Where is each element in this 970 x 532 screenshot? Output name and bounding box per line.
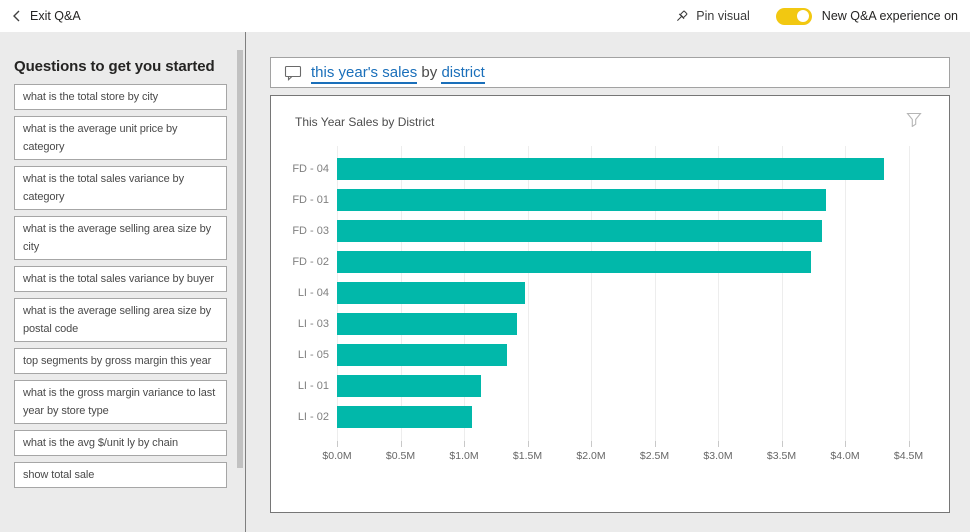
sidebar-scrollbar[interactable] — [237, 50, 243, 468]
y-axis-label: FD - 03 — [292, 225, 329, 237]
y-axis-label: LI - 03 — [297, 318, 329, 330]
question-suggestion[interactable]: what is the total sales variance by cate… — [14, 166, 227, 210]
chart-title: This Year Sales by District — [295, 115, 435, 129]
x-axis-tick — [400, 441, 402, 447]
exit-qna-label: Exit Q&A — [30, 9, 81, 23]
exit-qna-button[interactable]: Exit Q&A — [12, 9, 81, 23]
y-axis-label: LI - 02 — [297, 411, 329, 423]
bar-LI - 05[interactable] — [337, 344, 507, 366]
x-axis-tick-label: $0.0M — [322, 450, 352, 462]
x-axis-tick-label: $0.5M — [385, 450, 416, 462]
filter-icon[interactable] — [906, 112, 922, 127]
toggle-label: New Q&A experience on — [821, 9, 958, 23]
y-axis-label: LI - 04 — [297, 287, 329, 299]
x-axis-tick — [464, 441, 465, 447]
gridline — [654, 146, 656, 441]
x-axis-tick-label: $4.5M — [893, 450, 924, 462]
gridline — [591, 146, 592, 441]
sidebar-divider — [245, 32, 246, 532]
x-axis-tick — [591, 441, 592, 447]
bar-LI - 01[interactable] — [337, 375, 481, 397]
pin-visual-label: Pin visual — [696, 9, 750, 23]
x-axis-tick-label: $3.0M — [703, 450, 733, 462]
bar-LI - 03[interactable] — [337, 313, 517, 335]
gridline — [781, 146, 783, 441]
bar-LI - 02[interactable] — [337, 406, 472, 428]
x-axis-tick — [527, 441, 529, 447]
plot-area — [337, 146, 945, 441]
pin-visual-button[interactable]: Pin visual — [674, 9, 750, 24]
question-text: this year's sales by district — [311, 64, 485, 84]
bar-FD - 02[interactable] — [337, 251, 811, 273]
question-suggestion[interactable]: what is the average selling area size by… — [14, 216, 227, 260]
speech-bubble-icon — [284, 64, 302, 81]
recognized-term[interactable]: this year's sales — [311, 64, 418, 84]
qna-question-input[interactable]: this year's sales by district — [270, 57, 950, 88]
recognized-term[interactable]: district — [441, 64, 485, 84]
question-suggestion[interactable]: what is the total sales variance by buye… — [14, 266, 227, 292]
y-axis-label: FD - 02 — [292, 256, 329, 268]
gridline — [718, 146, 719, 441]
gridline — [908, 146, 910, 441]
question-suggestion[interactable]: what is the avg $/unit ly by chain — [14, 430, 227, 456]
x-axis-tick-label: $1.5M — [512, 450, 543, 462]
x-axis-tick-label: $1.0M — [449, 450, 479, 462]
top-bar-actions: Pin visual New Q&A experience on — [674, 7, 958, 25]
question-suggestion[interactable]: top segments by gross margin this year — [14, 348, 227, 374]
question-suggestion[interactable]: what is the average unit price by catego… — [14, 116, 227, 160]
questions-sidebar: Questions to get you started what is the… — [0, 32, 246, 532]
chevron-left-icon — [12, 10, 21, 22]
x-axis-tick — [908, 441, 910, 447]
bar-LI - 04[interactable] — [337, 282, 525, 304]
sidebar-title: Questions to get you started — [14, 58, 215, 75]
y-axis-label: LI - 01 — [297, 380, 329, 392]
x-axis-tick-label: $3.5M — [766, 450, 797, 462]
question-word[interactable]: by — [417, 64, 442, 81]
x-axis-tick-label: $2.0M — [576, 450, 606, 462]
top-bar: Exit Q&A Pin visual New Q&A experience o… — [0, 0, 970, 32]
toggle-knob — [796, 10, 809, 22]
gridline — [527, 146, 529, 441]
question-suggestion[interactable]: show total sale — [14, 462, 227, 488]
y-axis-label: FD - 01 — [292, 194, 329, 206]
new-qna-experience-toggle[interactable] — [775, 7, 812, 25]
x-axis-tick-label: $4.0M — [830, 450, 860, 462]
question-suggestion[interactable]: what is the total store by city — [14, 84, 227, 110]
bar-FD - 04[interactable] — [337, 158, 884, 180]
gridline — [845, 146, 846, 441]
bar-FD - 01[interactable] — [337, 189, 826, 211]
visual-card: This Year Sales by District FD - 04 FD - … — [270, 95, 950, 513]
x-axis-tick — [337, 441, 338, 447]
x-axis-tick — [718, 441, 719, 447]
question-suggestion[interactable]: what is the average selling area size by… — [14, 298, 227, 342]
bar-FD - 03[interactable] — [337, 220, 822, 242]
x-axis-tick — [654, 441, 656, 447]
pin-icon — [674, 9, 689, 24]
x-axis-tick — [781, 441, 783, 447]
x-axis-tick-label: $2.5M — [639, 450, 670, 462]
y-axis-label: FD - 04 — [292, 163, 329, 175]
suggested-questions-list: what is the total store by city what is t… — [14, 84, 227, 488]
question-suggestion[interactable]: what is the gross margin variance to las… — [14, 380, 227, 424]
y-axis-label: LI - 05 — [297, 349, 329, 361]
x-axis-tick — [845, 441, 846, 447]
